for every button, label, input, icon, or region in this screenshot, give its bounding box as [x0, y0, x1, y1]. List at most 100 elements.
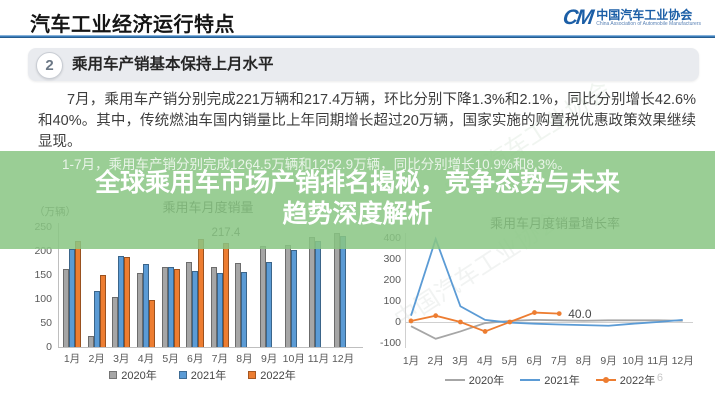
legend-line-icon	[444, 379, 465, 381]
body-paragraph: 7月，乘用车产销分别完成221万辆和217.4万辆，环比分别下降1.3%和2.1…	[38, 92, 696, 151]
section-title: 乘用车产销基本保持上月水平	[72, 56, 274, 73]
bar	[173, 268, 180, 347]
bar	[340, 235, 347, 347]
x-tick-label: 2月	[88, 353, 105, 365]
x-tick-label: 3月	[113, 353, 130, 365]
monthly-sales-bar-chart: 乘用车月度销量（万辆）0501001502002501月2月3月4月5月6月7月…	[30, 195, 375, 390]
x-tick-label: 6月	[526, 355, 543, 367]
bar	[148, 300, 155, 347]
y-tick-label: -100	[379, 337, 401, 349]
x-tick-label: 4月	[137, 353, 155, 365]
x-tick-label: 3月	[452, 355, 469, 367]
bar	[69, 248, 75, 347]
line-series-plot	[408, 236, 683, 340]
bar	[112, 296, 119, 347]
bar	[266, 262, 273, 347]
legend: 2020年 2021年 2022年	[385, 372, 715, 388]
bar	[222, 242, 229, 347]
legend-label: 2021年	[190, 370, 227, 382]
marker-icon	[507, 319, 513, 325]
legend-line-icon	[595, 377, 616, 383]
overlay-headline-line2: 趋势深度解析	[282, 200, 433, 228]
overlay-headline: 全球乘用车市场产销排名揭秘，竞争态势与未来 趋势深度解析	[0, 168, 715, 230]
summary-line: 1-7月，乘用车产销分别完成1264.5万辆和1252.9万辆，同比分别增长10…	[62, 157, 571, 172]
bar	[210, 266, 217, 347]
x-tick-label: 4月	[476, 355, 494, 367]
bar	[124, 256, 131, 347]
y-tick-label: 0	[395, 316, 401, 328]
x-tick-label: 7月	[211, 353, 228, 365]
y-tick-label: 300	[383, 253, 401, 265]
x-tick-label: 5月	[162, 353, 179, 365]
section-number-badge: 2	[36, 52, 63, 79]
bar	[315, 240, 322, 347]
x-tick-label: 6月	[187, 353, 204, 365]
bar	[186, 261, 193, 347]
marker-icon	[532, 310, 537, 315]
marker-icon	[408, 318, 414, 324]
legend-swatch-icon	[248, 371, 257, 379]
logo-org-name: 中国汽车工业协会	[596, 7, 693, 22]
y-axis	[58, 223, 59, 347]
x-tick-label: 5月	[501, 355, 518, 367]
caam-logo: CM 中国汽车工业协会 China Association of Automob…	[561, 6, 701, 30]
y-axis	[405, 233, 406, 348]
legend: 2020年 2021年 2022年	[30, 367, 375, 383]
y-tick-label: 50	[40, 317, 52, 329]
y-tick-label: 150	[34, 269, 52, 281]
logo-org-name-en: China Association of Automobile Manufact…	[596, 20, 701, 27]
line-series-2022年	[410, 311, 560, 333]
marker-icon	[482, 329, 488, 334]
bar	[235, 262, 242, 347]
bar	[136, 272, 143, 347]
x-tick-label: 10月	[282, 353, 305, 365]
legend-marker-icon	[602, 377, 609, 383]
caam-logo-icon: CM	[561, 6, 593, 29]
x-tick-label: 10月	[622, 355, 645, 367]
bar	[142, 264, 149, 347]
legend-item: 2022年	[248, 367, 296, 383]
bar	[161, 266, 168, 347]
overlay-headline-line1: 全球乘用车市场产销排名揭秘，竞争态势与未来	[94, 169, 620, 197]
x-tick-label: 9月	[600, 355, 617, 367]
marker-icon	[556, 311, 562, 316]
legend-line-icon	[520, 379, 541, 381]
y-tick-label: 0	[46, 341, 52, 353]
y-tick-label: 100	[383, 295, 401, 307]
legend-item: 2020年	[109, 367, 157, 383]
x-tick-label: 11月	[647, 355, 669, 367]
legend-swatch-icon	[178, 371, 187, 379]
bar	[75, 241, 81, 347]
legend-label: 2021年	[544, 375, 580, 387]
y-tick-label: 100	[34, 293, 52, 305]
page-number: 6	[656, 372, 663, 384]
x-tick-label: 1月	[63, 353, 81, 365]
x-tick-label: 11月	[307, 353, 330, 365]
bar	[192, 271, 199, 347]
x-tick-label: 8月	[236, 353, 253, 365]
legend-label: 2022年	[260, 370, 296, 382]
bar	[290, 250, 297, 347]
section-band: 2 乘用车产销基本保持上月水平	[28, 48, 699, 81]
data-label: 40.0	[568, 306, 592, 321]
legend-item: 2022年	[595, 372, 655, 388]
line-series-2021年	[410, 236, 683, 327]
line-series-2020年	[410, 318, 683, 340]
x-axis	[58, 347, 363, 348]
header-divider	[0, 35, 715, 38]
x-tick-label: 8月	[575, 355, 593, 367]
title-overlay: 1-7月，乘用车产销分别完成1264.5万辆和1252.9万辆，同比分别增长10…	[0, 151, 715, 249]
bar	[198, 239, 205, 347]
bar	[63, 268, 69, 347]
x-tick-label: 9月	[260, 353, 278, 365]
legend-label: 2020年	[121, 370, 157, 382]
legend-item: 2021年	[520, 372, 580, 388]
bar	[167, 267, 174, 347]
bar	[99, 275, 106, 347]
x-tick-label: 12月	[331, 353, 355, 365]
x-tick-label: 1月	[402, 355, 420, 367]
x-tick-label: 7月	[551, 355, 568, 367]
bar	[216, 272, 223, 347]
bar	[118, 255, 125, 347]
